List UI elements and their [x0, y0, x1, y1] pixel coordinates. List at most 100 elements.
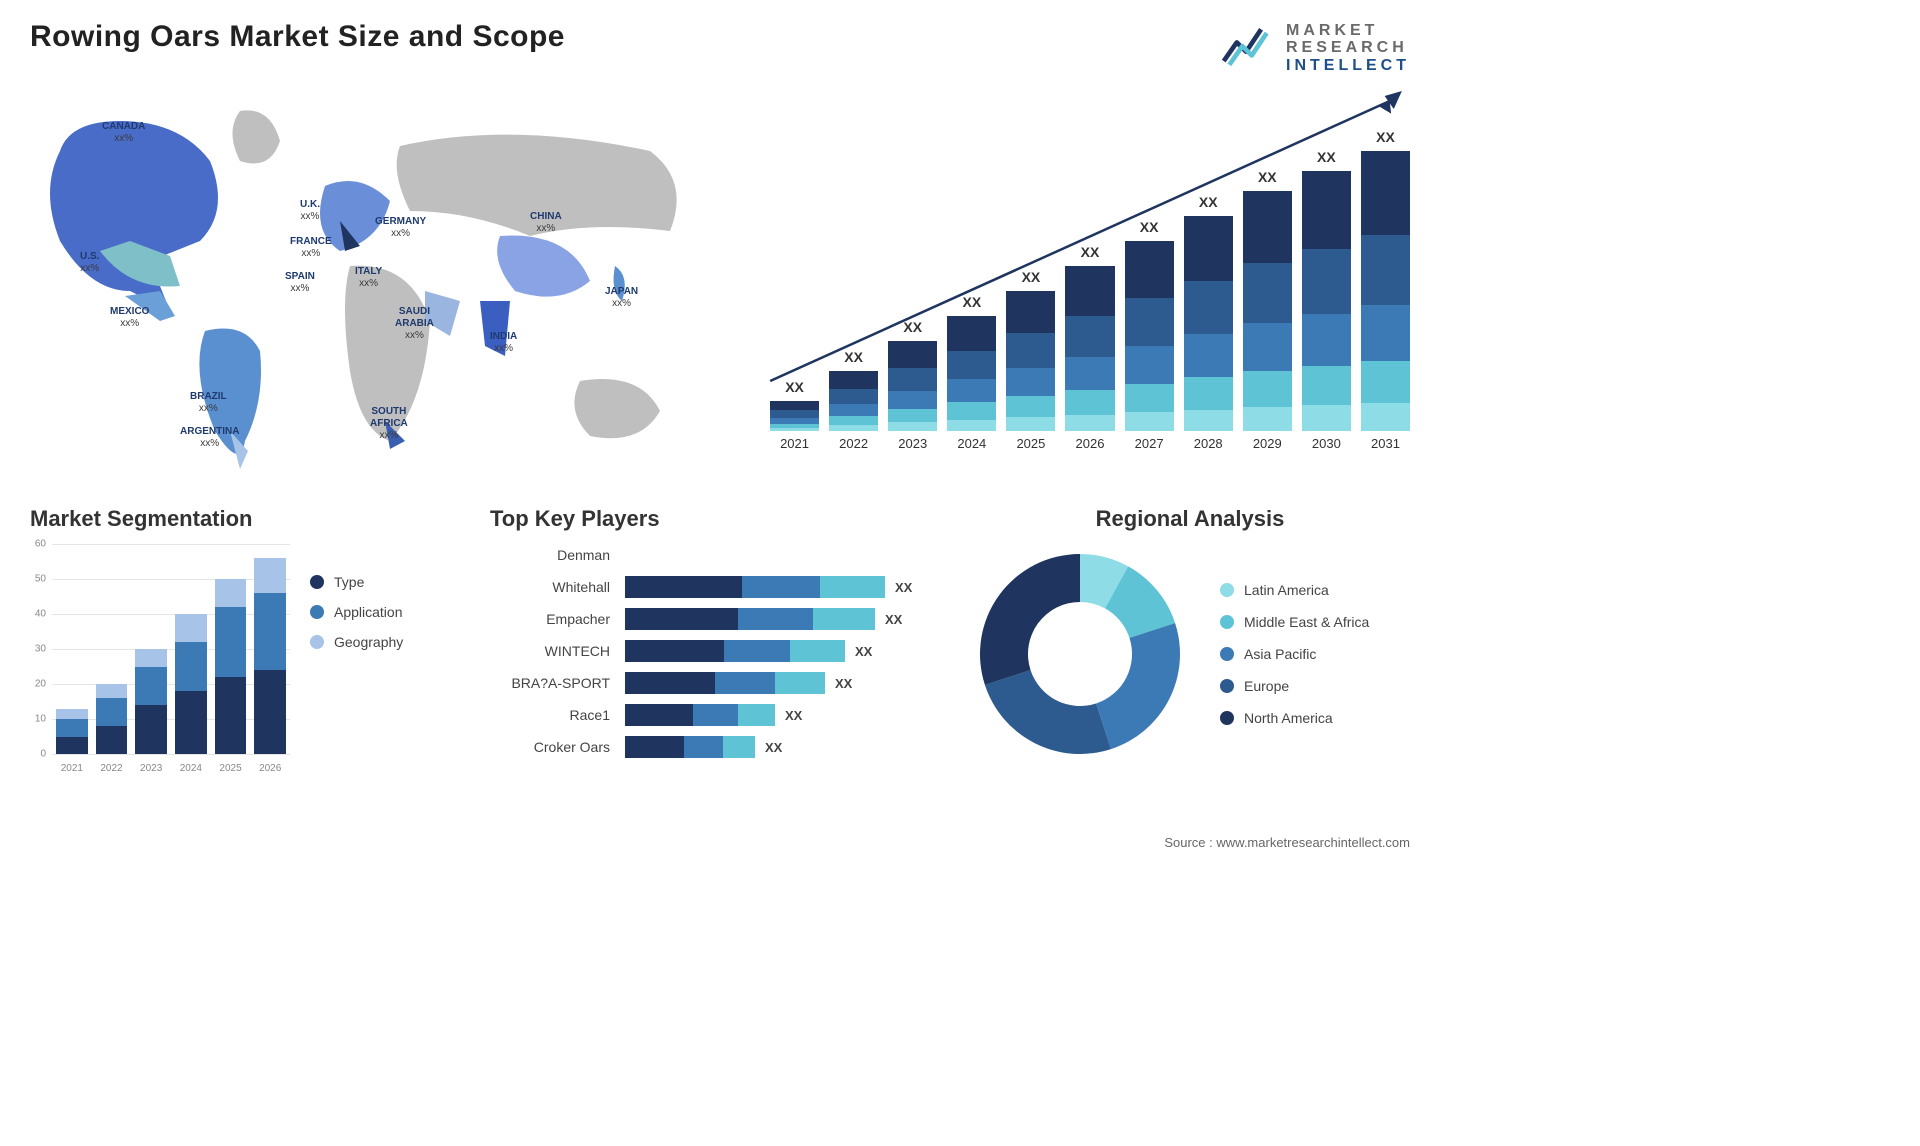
player-bar-label: XX [895, 580, 912, 595]
growth-bar: XX [1125, 241, 1174, 431]
player-bar-row: XX [625, 704, 950, 726]
growth-bar: XX [947, 316, 996, 431]
page-title: Rowing Oars Market Size and Scope [30, 20, 565, 54]
growth-bar-label: XX [1006, 269, 1055, 285]
legend-item: Europe [1220, 678, 1369, 694]
seg-xaxis-label: 2021 [56, 763, 88, 774]
growth-bar: XX [1361, 151, 1410, 431]
map-label: BRAZILxx% [190, 391, 227, 415]
legend-dot [1220, 679, 1234, 693]
legend-item: Geography [310, 634, 403, 650]
seg-ytick: 10 [35, 714, 46, 725]
growth-xaxis-label: 2026 [1065, 436, 1114, 451]
growth-bar-label: XX [770, 379, 819, 395]
growth-bar-label: XX [829, 349, 878, 365]
donut-slice [985, 670, 1111, 754]
growth-bar-label: XX [1065, 244, 1114, 260]
seg-xaxis-label: 2026 [254, 763, 286, 774]
logo-line1: MARKET [1286, 22, 1410, 40]
growth-bar: XX [770, 401, 819, 431]
brand-logo: MARKET RESEARCH INTELLECT [1220, 20, 1410, 76]
growth-xaxis-label: 2028 [1184, 436, 1233, 451]
player-name: Denman [490, 544, 610, 566]
growth-chart-panel: XXXXXXXXXXXXXXXXXXXXXX 20212022202320242… [760, 91, 1410, 491]
player-bar-row: XX [625, 608, 950, 630]
player-bar-label: XX [835, 676, 852, 691]
growth-xaxis-label: 2024 [947, 436, 996, 451]
player-bar-label: XX [785, 708, 802, 723]
world-map-panel: CANADAxx%U.S.xx%MEXICOxx%BRAZILxx%ARGENT… [30, 91, 730, 491]
seg-xaxis-label: 2022 [96, 763, 128, 774]
player-bar-row: XX [625, 736, 950, 758]
seg-bar [254, 558, 286, 754]
logo-line3: INTELLECT [1286, 57, 1410, 75]
map-label: CHINAxx% [530, 211, 562, 235]
footer-source: Source : www.marketresearchintellect.com [1164, 835, 1410, 850]
legend-dot [310, 575, 324, 589]
seg-xaxis-label: 2024 [175, 763, 207, 774]
player-name: Whitehall [490, 576, 610, 598]
map-label: SOUTHAFRICAxx% [370, 406, 408, 442]
map-label: ITALYxx% [355, 266, 382, 290]
growth-bar: XX [888, 341, 937, 431]
growth-bar: XX [1065, 266, 1114, 431]
growth-xaxis-label: 2022 [829, 436, 878, 451]
regional-donut [970, 544, 1190, 764]
seg-bar [175, 614, 207, 754]
map-label: JAPANxx% [605, 286, 638, 310]
player-bar-row: XX [625, 640, 950, 662]
legend-item: Asia Pacific [1220, 646, 1369, 662]
map-label: U.S.xx% [80, 251, 99, 275]
player-bar-label: XX [885, 612, 902, 627]
regional-panel: Regional Analysis Latin AmericaMiddle Ea… [970, 506, 1410, 774]
map-label: U.K.xx% [300, 199, 320, 223]
legend-dot [1220, 711, 1234, 725]
map-label: ARGENTINAxx% [180, 426, 239, 450]
seg-bar [135, 649, 167, 754]
segmentation-chart: 0102030405060 202120222023202420252026 [30, 544, 290, 774]
map-label: SPAINxx% [285, 271, 315, 295]
logo-icon [1220, 20, 1276, 76]
player-name: BRA?A-SPORT [490, 672, 610, 694]
player-name: WINTECH [490, 640, 610, 662]
legend-label: Geography [334, 634, 403, 650]
growth-bar: XX [1184, 216, 1233, 431]
donut-slice [980, 554, 1080, 685]
legend-item: Application [310, 604, 403, 620]
segmentation-panel: Market Segmentation 0102030405060 202120… [30, 506, 470, 774]
map-label: INDIAxx% [490, 331, 517, 355]
player-name: Empacher [490, 608, 610, 630]
legend-label: Latin America [1244, 582, 1329, 598]
legend-dot [310, 635, 324, 649]
seg-ytick: 30 [35, 644, 46, 655]
growth-xaxis-label: 2021 [770, 436, 819, 451]
players-panel: Top Key Players Denman Whitehall Empacher W… [490, 506, 950, 774]
seg-bar [56, 709, 88, 755]
legend-label: Type [334, 574, 364, 590]
donut-slice [1096, 623, 1180, 749]
legend-label: Application [334, 604, 403, 620]
seg-ytick: 20 [35, 678, 46, 689]
player-name: Race1 [490, 704, 610, 726]
growth-bar: XX [1006, 291, 1055, 431]
player-name: Croker Oars [490, 736, 610, 758]
legend-label: Asia Pacific [1244, 646, 1316, 662]
player-bars: XX XX XX XX XX XX [625, 544, 950, 758]
logo-line2: RESEARCH [1286, 39, 1410, 57]
players-title: Top Key Players [490, 506, 950, 532]
map-label: GERMANYxx% [375, 216, 426, 240]
player-bar-row: XX [625, 672, 950, 694]
growth-bar-label: XX [1361, 129, 1410, 145]
legend-item: Type [310, 574, 403, 590]
seg-ytick: 40 [35, 608, 46, 619]
growth-xaxis-label: 2029 [1243, 436, 1292, 451]
growth-bar-label: XX [1302, 149, 1351, 165]
growth-xaxis-label: 2030 [1302, 436, 1351, 451]
growth-bar: XX [1243, 191, 1292, 431]
legend-item: North America [1220, 710, 1369, 726]
legend-dot [1220, 615, 1234, 629]
player-names: Denman Whitehall Empacher WINTECH BRA?A-SPOR… [490, 544, 610, 758]
growth-bar-label: XX [1184, 194, 1233, 210]
player-bar-label: XX [855, 644, 872, 659]
seg-bar [96, 684, 128, 754]
